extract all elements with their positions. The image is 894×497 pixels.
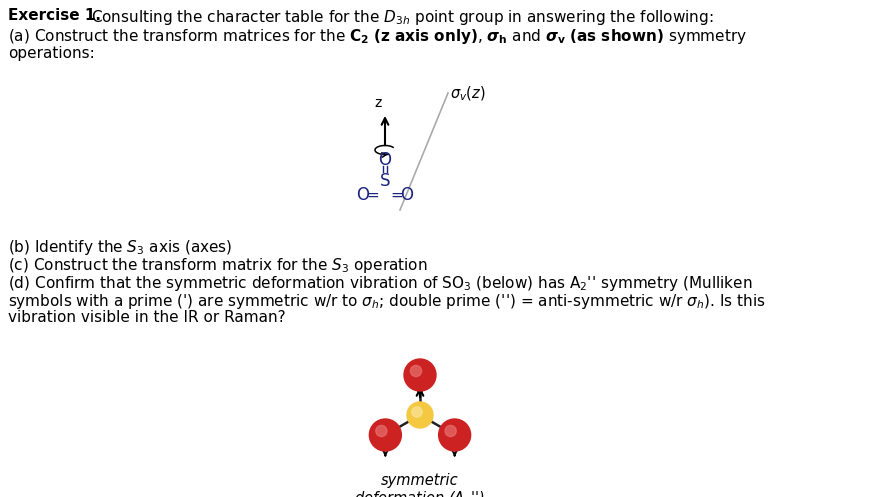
Circle shape	[439, 419, 470, 451]
Circle shape	[404, 359, 436, 391]
Text: S: S	[380, 172, 391, 190]
Circle shape	[407, 402, 433, 428]
Text: Consulting the character table for the $D_{3h}$ point group in answering the fol: Consulting the character table for the $…	[91, 8, 713, 27]
Text: operations:: operations:	[8, 46, 95, 61]
Circle shape	[445, 425, 456, 436]
Text: =: =	[391, 187, 403, 202]
Text: (a) Construct the transform matrices for the $\mathbf{C_2}$ $\mathbf{(z\ axis\ o: (a) Construct the transform matrices for…	[8, 27, 747, 46]
Text: (c) Construct the transform matrix for the $S_3$ operation: (c) Construct the transform matrix for t…	[8, 256, 427, 275]
Circle shape	[412, 407, 422, 417]
Text: deformation ($A_2$''): deformation ($A_2$'')	[354, 490, 485, 497]
Text: vibration visible in the IR or Raman?: vibration visible in the IR or Raman?	[8, 310, 285, 325]
Text: O: O	[357, 186, 369, 204]
Text: symbols with a prime (') are symmetric w/r to $\sigma_h$; double prime ('') = an: symbols with a prime (') are symmetric w…	[8, 292, 766, 311]
Text: O: O	[378, 151, 392, 169]
Circle shape	[375, 425, 387, 436]
Text: (d) Confirm that the symmetric deformation vibration of SO$_3$ (below) has A$_2$: (d) Confirm that the symmetric deformati…	[8, 274, 753, 293]
Circle shape	[369, 419, 401, 451]
Text: (b) Identify the $S_3$ axis (axes): (b) Identify the $S_3$ axis (axes)	[8, 238, 232, 257]
Circle shape	[410, 365, 422, 377]
Text: =: =	[367, 187, 379, 202]
Text: O: O	[401, 186, 414, 204]
Text: symmetric: symmetric	[381, 473, 459, 488]
Text: Exercise 1.: Exercise 1.	[8, 8, 101, 23]
Text: z: z	[375, 96, 382, 110]
Text: $\sigma_v(z)$: $\sigma_v(z)$	[450, 85, 485, 103]
